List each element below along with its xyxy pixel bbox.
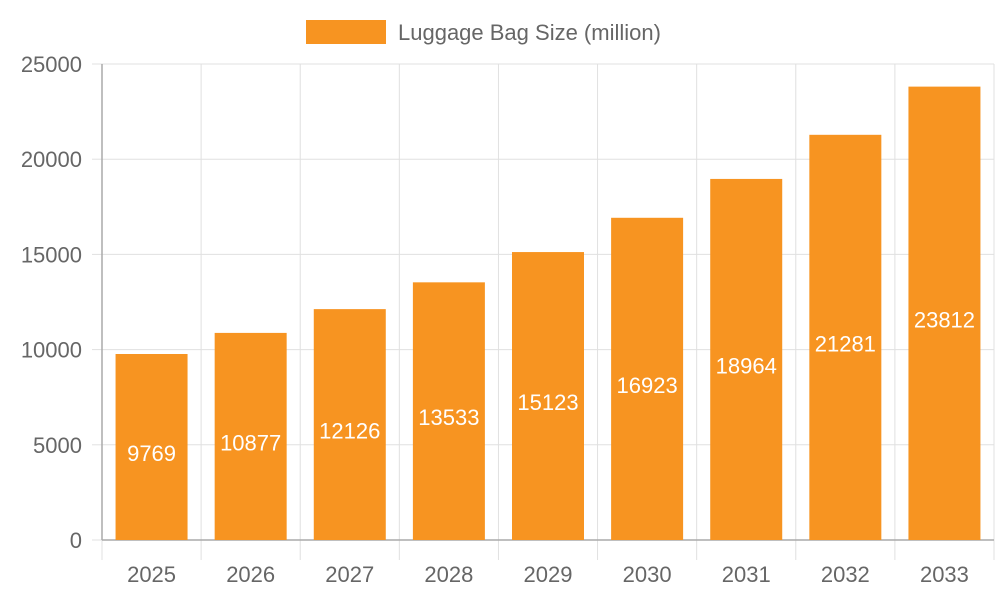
y-tick-label: 5000 <box>33 433 82 458</box>
y-tick-label: 0 <box>70 528 82 553</box>
data-label-2028: 13533 <box>418 405 479 430</box>
data-label-2027: 12126 <box>319 419 380 444</box>
x-tick-label: 2027 <box>325 562 374 587</box>
bar-2026[interactable] <box>214 332 287 540</box>
x-tick-label: 2029 <box>524 562 573 587</box>
legend[interactable]: Luggage Bag Size (million) <box>306 20 661 45</box>
bar-2033[interactable] <box>908 86 981 541</box>
data-label-2032: 21281 <box>815 331 876 356</box>
bar-2027[interactable] <box>313 309 386 540</box>
bar-2032[interactable] <box>809 134 882 540</box>
axes: 0 5000 10000 15000 20000 25000 2025 2026 2027 202… <box>21 52 994 587</box>
x-tick-label: 2030 <box>623 562 672 587</box>
bar-2029[interactable] <box>512 252 584 540</box>
bar-2031[interactable] <box>710 178 783 540</box>
x-tick-label: 2032 <box>821 562 870 587</box>
y-tick-label: 15000 <box>21 242 82 267</box>
bars <box>115 86 981 541</box>
bar-2028[interactable] <box>412 282 485 540</box>
x-tick-label: 2028 <box>424 562 473 587</box>
data-label-2029: 15123 <box>517 390 578 415</box>
y-tick-label: 20000 <box>21 147 82 172</box>
legend-swatch <box>306 20 386 44</box>
x-tick-label: 2026 <box>226 562 275 587</box>
bar-2030[interactable] <box>611 217 684 541</box>
data-label-2025: 9769 <box>127 441 176 466</box>
y-tick-label: 25000 <box>21 52 82 77</box>
y-tick-label: 10000 <box>21 338 82 363</box>
data-label-2030: 16923 <box>617 373 678 398</box>
data-label-2026: 10877 <box>220 430 281 455</box>
data-label-2031: 18964 <box>716 353 777 378</box>
data-labels: 9769 10877 12126 13533 15123 16923 18964 21281 2… <box>127 307 975 466</box>
data-label-2033: 23812 <box>914 307 975 332</box>
x-tick-label: 2025 <box>127 562 176 587</box>
legend-label: Luggage Bag Size (million) <box>398 20 661 45</box>
bar-2025[interactable] <box>115 353 188 540</box>
x-tick-label: 2033 <box>920 562 969 587</box>
x-tick-label: 2031 <box>722 562 771 587</box>
grid <box>101 63 995 560</box>
